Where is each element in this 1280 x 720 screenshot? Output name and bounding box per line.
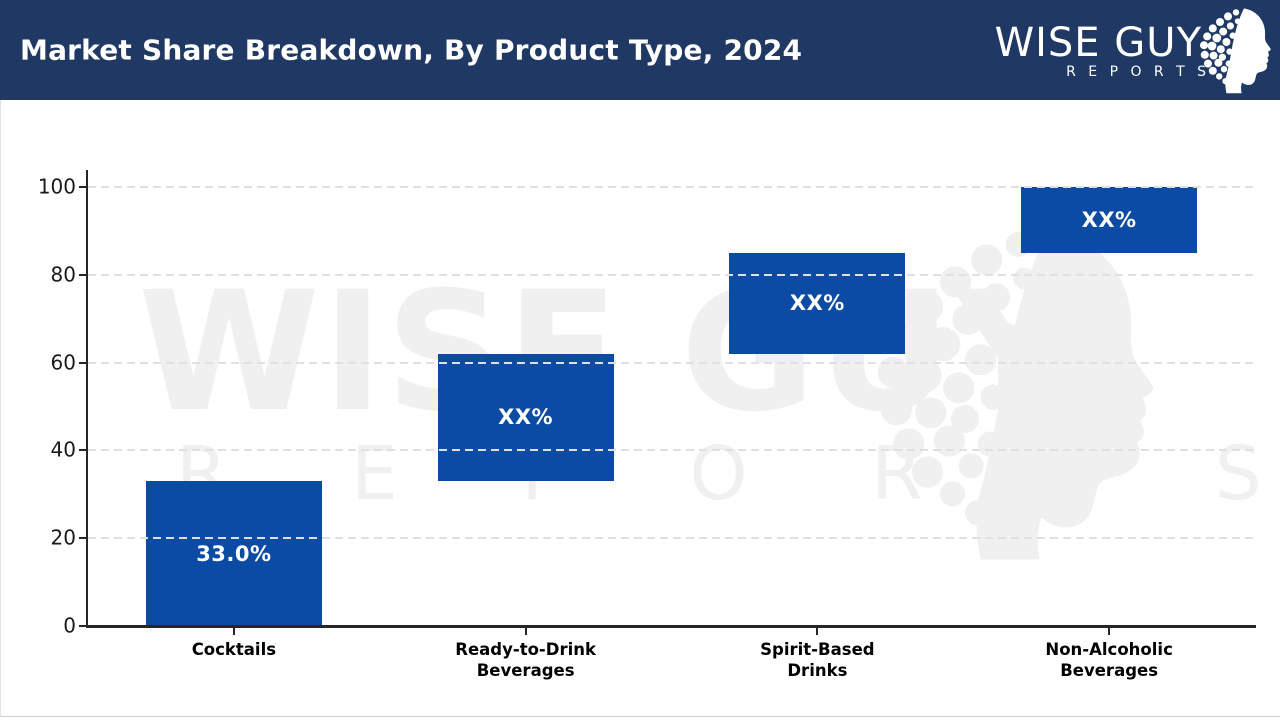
page-left-border: [0, 100, 1, 717]
y-tick-label-100: 100: [37, 174, 76, 199]
bar-spirit-based-drinks: XX%: [729, 252, 906, 354]
y-tick-80: [79, 273, 87, 276]
x-tick-spirit-based-drinks: [816, 628, 819, 635]
x-axis-line: [86, 625, 1256, 628]
bar-value-label: XX%: [789, 291, 845, 316]
category-label-spirit-based-drinks: Spirit-Based Drinks: [672, 639, 964, 681]
y-tick-60: [79, 361, 87, 364]
wiseguy-logo: WISE GUY R E P O R T S: [995, 0, 1272, 100]
gridline-80: [88, 273, 1253, 276]
category-label-line: Drinks: [787, 661, 848, 680]
y-tick-label-80: 80: [50, 262, 76, 287]
bar-value-label: 33.0%: [196, 541, 272, 566]
y-tick-0: [79, 625, 87, 627]
logo-wordmark: WISE GUY: [994, 20, 1202, 66]
category-label-non-alcoholic-beverages: Non-Alcoholic Beverages: [963, 639, 1255, 681]
category-label-line: Ready-to-Drink: [455, 640, 596, 659]
bar-cocktails: 33.0%: [145, 481, 322, 626]
category-label-line: Beverages: [1060, 661, 1159, 680]
category-label-line: Spirit-Based: [760, 640, 875, 659]
x-tick-cocktails: [232, 628, 235, 635]
gridline-20: [88, 537, 1253, 540]
gridline-60: [88, 361, 1253, 364]
bar-non-alcoholic-beverages: XX%: [1021, 187, 1198, 253]
logo-subtitle: R E P O R T S: [1066, 64, 1210, 80]
gridline-40: [88, 449, 1253, 452]
x-tick-ready-to-drink-beverages: [524, 628, 527, 635]
bar-ready-to-drink-beverages: XX%: [437, 353, 614, 482]
page-bottom-border: [0, 716, 1280, 717]
wiseguy-face-icon: [1200, 8, 1271, 94]
bar-value-label: XX%: [498, 405, 554, 430]
bar-value-label: XX%: [1081, 207, 1137, 232]
y-tick-label-60: 60: [50, 350, 76, 375]
chart-title: Market Share Breakdown, By Product Type,…: [20, 33, 803, 67]
x-tick-non-alcoholic-beverages: [1108, 628, 1111, 635]
gridline-100: [88, 186, 1253, 188]
category-label-line: Cocktails: [191, 640, 277, 659]
y-axis-line: [86, 170, 88, 628]
y-tick-20: [79, 537, 87, 540]
category-label-ready-to-drink-beverages: Ready-to-Drink Beverages: [380, 639, 672, 681]
y-tick-100: [79, 186, 87, 188]
category-label-cocktails: Cocktails: [88, 639, 380, 660]
header-bar: Market Share Breakdown, By Product Type,…: [0, 0, 1280, 100]
y-tick-label-20: 20: [50, 525, 76, 550]
watermark-face-icon: [877, 228, 1153, 560]
y-tick-label-40: 40: [50, 437, 76, 462]
y-tick-label-0: 0: [63, 613, 76, 638]
category-label-line: Non-Alcoholic: [1045, 640, 1173, 659]
y-tick-40: [79, 449, 87, 452]
category-label-line: Beverages: [476, 661, 575, 680]
